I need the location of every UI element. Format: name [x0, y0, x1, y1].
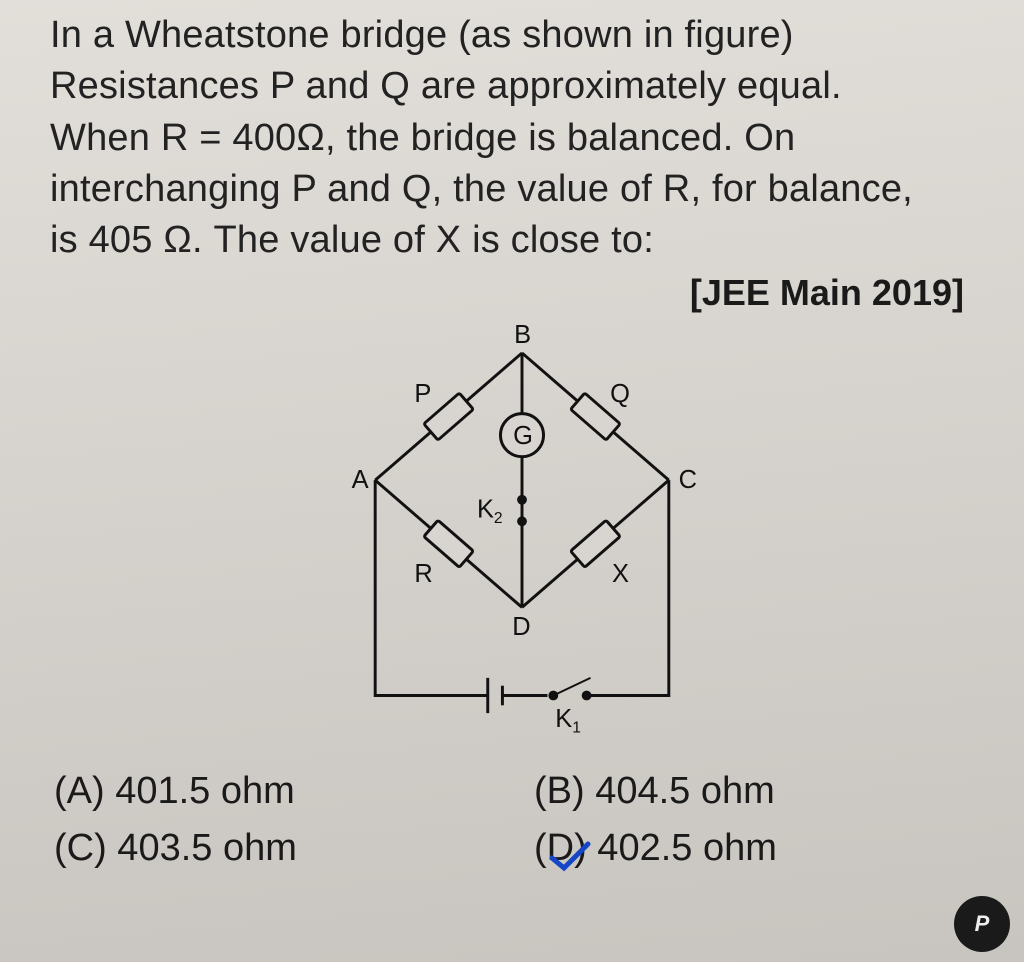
label-D: D	[512, 613, 530, 641]
tick-mark-icon	[548, 838, 598, 874]
label-B: B	[514, 322, 531, 350]
option-C: (C) 403.5 ohm	[54, 827, 494, 870]
label-C: C	[679, 466, 697, 494]
option-B: (B) 404.5 ohm	[534, 770, 974, 813]
question-text: In a Wheatstone bridge (as shown in figu…	[50, 10, 994, 266]
label-K1: K1	[555, 705, 581, 737]
page: In a Wheatstone bridge (as shown in figu…	[0, 0, 1024, 962]
k2-dot-lower	[517, 517, 527, 527]
wheatstone-diagram: A B C D P Q R X G K2 K1	[312, 304, 732, 764]
option-D: (D) 402.5 ohm	[534, 827, 974, 870]
label-P: P	[414, 380, 431, 408]
label-X: X	[612, 560, 629, 588]
label-A: A	[352, 466, 369, 494]
q-line-5: is 405 Ω. The value of X is close to:	[50, 219, 654, 261]
label-G: G	[513, 422, 533, 450]
options-grid: (A) 401.5 ohm (B) 404.5 ohm (C) 403.5 oh…	[50, 770, 994, 870]
q-line-3: When R = 400Ω, the bridge is balanced. O…	[50, 117, 795, 159]
corner-badge: P	[954, 896, 1010, 952]
q-line-2: Resistances P and Q are approximately eq…	[50, 65, 842, 107]
k2-dot-upper	[517, 495, 527, 505]
label-K2: K2	[477, 496, 503, 528]
q-line-1: In a Wheatstone bridge (as shown in figu…	[50, 14, 794, 56]
label-R: R	[414, 560, 432, 588]
corner-badge-text: P	[975, 911, 990, 937]
label-Q: Q	[610, 380, 630, 408]
option-A: (A) 401.5 ohm	[54, 770, 494, 813]
diagram-container: A B C D P Q R X G K2 K1	[50, 304, 994, 764]
q-line-4: interchanging P and Q, the value of R, f…	[50, 168, 913, 210]
